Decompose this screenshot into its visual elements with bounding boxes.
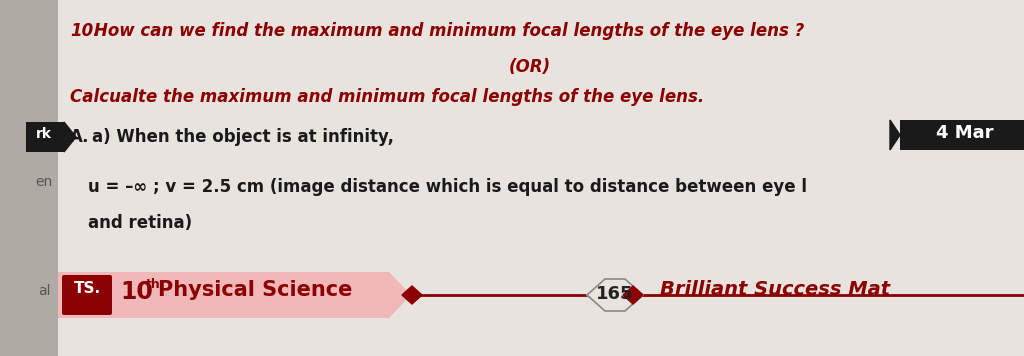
Text: Brilliant Success Mat: Brilliant Success Mat xyxy=(660,280,890,299)
Polygon shape xyxy=(402,286,422,304)
Text: al: al xyxy=(38,284,50,298)
Text: 10: 10 xyxy=(120,280,153,304)
Text: 165: 165 xyxy=(596,285,634,303)
FancyBboxPatch shape xyxy=(0,0,62,356)
Text: u = –∞ ; v = 2.5 cm (image distance which is equal to distance between eye l: u = –∞ ; v = 2.5 cm (image distance whic… xyxy=(88,178,807,196)
Polygon shape xyxy=(63,122,76,152)
Text: Calcualte the maximum and minimum focal lengths of the eye lens.: Calcualte the maximum and minimum focal … xyxy=(70,88,705,106)
Polygon shape xyxy=(623,286,643,304)
Text: 10.: 10. xyxy=(70,22,99,40)
FancyBboxPatch shape xyxy=(62,275,112,315)
Text: rk: rk xyxy=(36,127,52,141)
Text: TS.: TS. xyxy=(74,281,100,296)
Polygon shape xyxy=(587,279,643,311)
Text: A.: A. xyxy=(70,128,89,146)
Polygon shape xyxy=(388,272,410,318)
Text: Physical Science: Physical Science xyxy=(158,280,352,300)
Text: 4 Mar: 4 Mar xyxy=(936,124,993,142)
FancyBboxPatch shape xyxy=(58,0,1024,356)
Text: (OR): (OR) xyxy=(509,58,551,76)
FancyBboxPatch shape xyxy=(900,120,1024,150)
Text: a) When the object is at infinity,: a) When the object is at infinity, xyxy=(92,128,394,146)
FancyBboxPatch shape xyxy=(26,122,63,152)
Text: th: th xyxy=(146,278,161,291)
FancyBboxPatch shape xyxy=(58,272,388,318)
Text: en: en xyxy=(36,175,52,189)
Text: How can we find the maximum and minimum focal lengths of the eye lens ?: How can we find the maximum and minimum … xyxy=(94,22,804,40)
Text: and retina): and retina) xyxy=(88,214,193,232)
Polygon shape xyxy=(890,120,900,150)
